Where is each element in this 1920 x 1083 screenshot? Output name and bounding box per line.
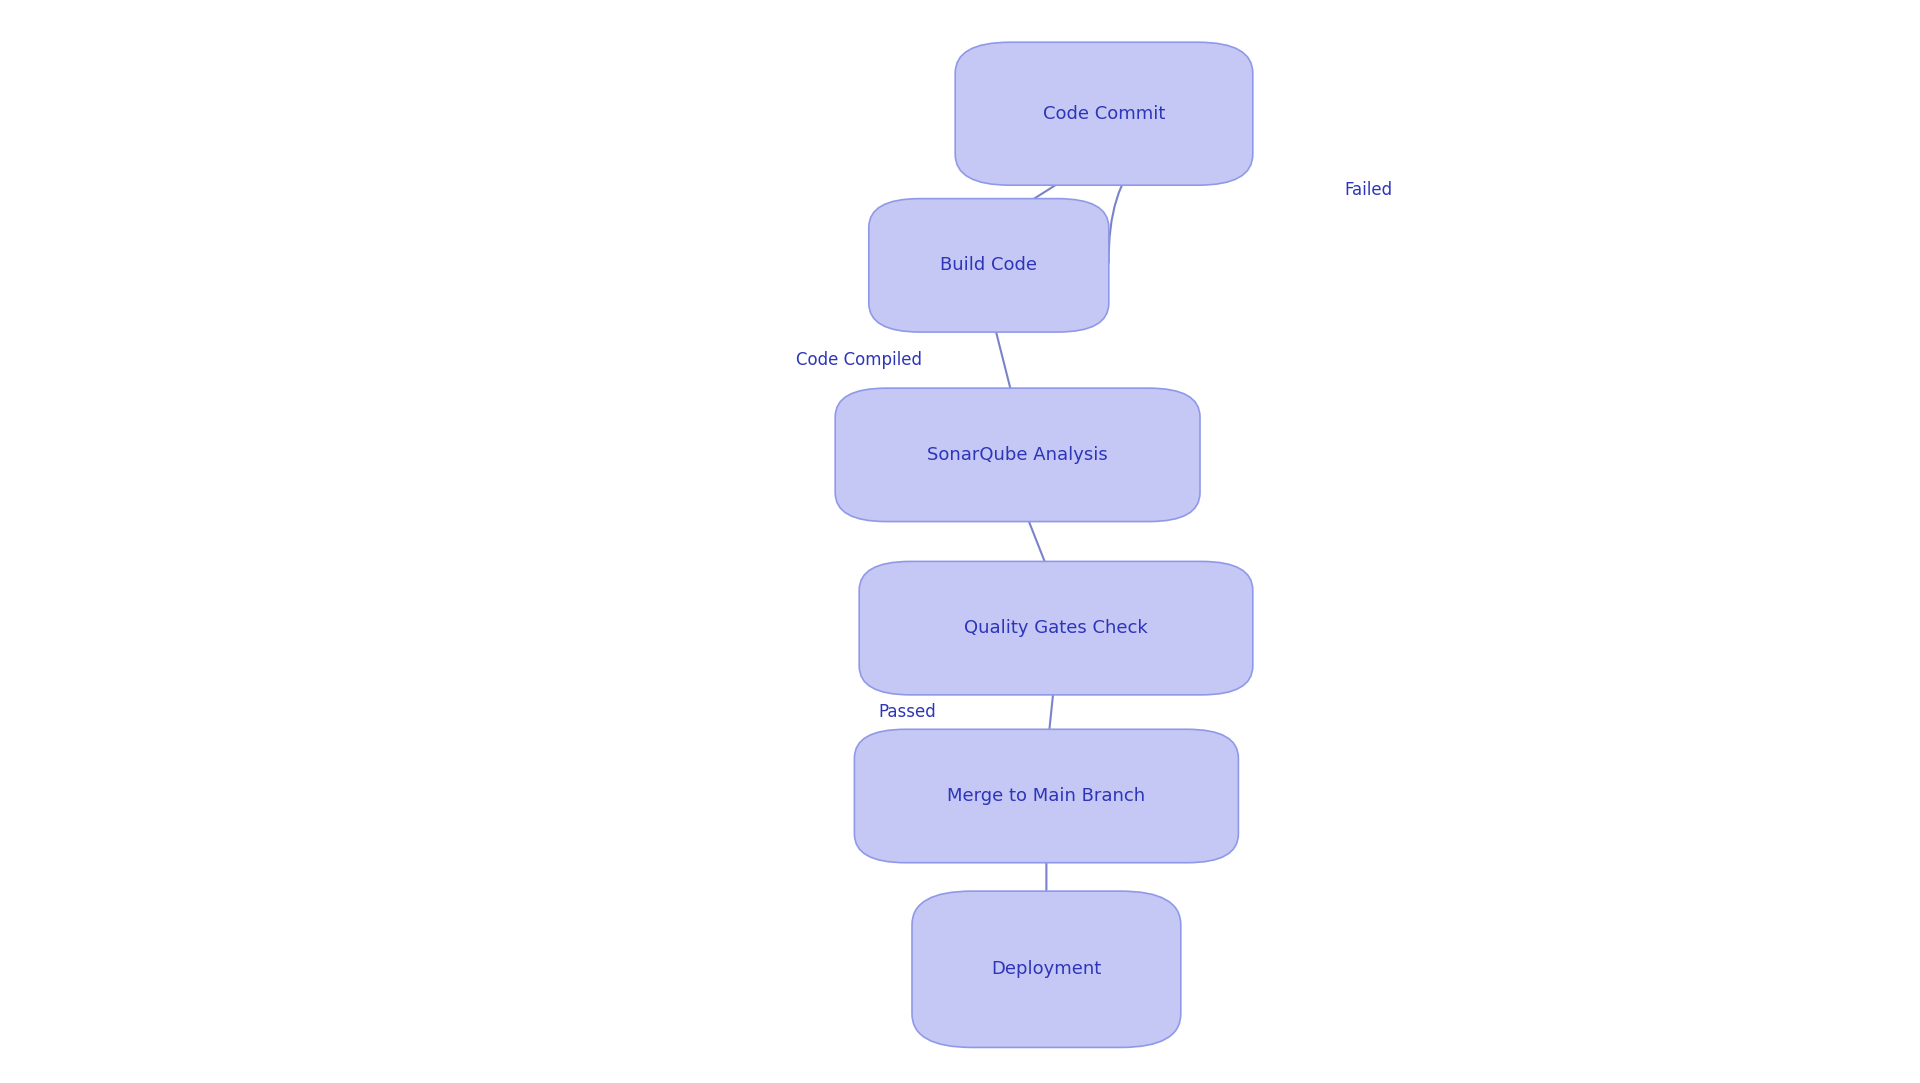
- Text: Quality Gates Check: Quality Gates Check: [964, 619, 1148, 637]
- FancyBboxPatch shape: [912, 891, 1181, 1047]
- FancyBboxPatch shape: [854, 729, 1238, 863]
- Text: Merge to Main Branch: Merge to Main Branch: [947, 787, 1146, 805]
- FancyBboxPatch shape: [868, 198, 1110, 332]
- Text: Code Commit: Code Commit: [1043, 105, 1165, 122]
- FancyBboxPatch shape: [835, 388, 1200, 522]
- Text: Failed: Failed: [1344, 181, 1392, 198]
- Text: Passed: Passed: [877, 703, 937, 721]
- Text: Deployment: Deployment: [991, 961, 1102, 978]
- Text: SonarQube Analysis: SonarQube Analysis: [927, 446, 1108, 464]
- FancyBboxPatch shape: [860, 561, 1254, 695]
- FancyBboxPatch shape: [954, 42, 1252, 185]
- Text: Build Code: Build Code: [941, 257, 1037, 274]
- Text: Code Compiled: Code Compiled: [797, 351, 922, 369]
